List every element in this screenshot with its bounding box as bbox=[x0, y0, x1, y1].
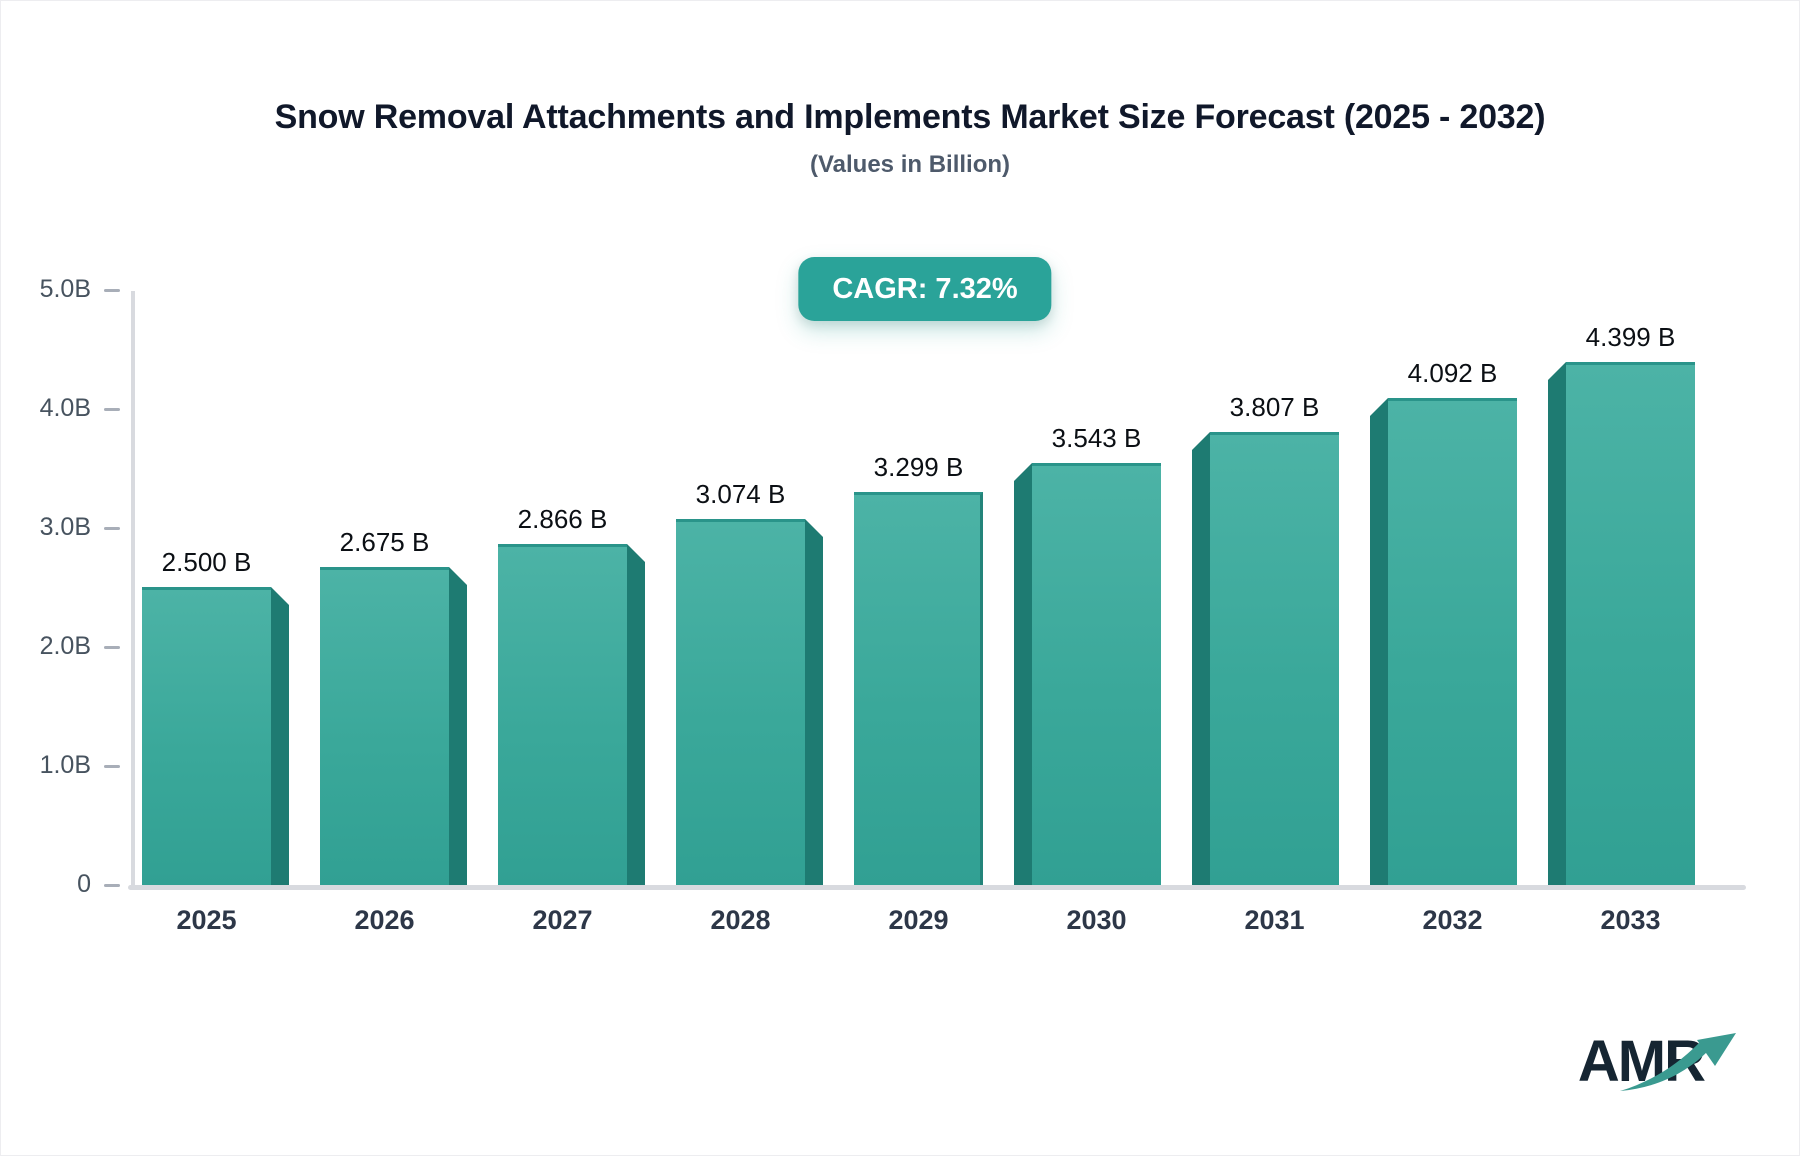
x-axis-label: 2028 bbox=[710, 905, 771, 935]
x-axis-label: 2027 bbox=[532, 905, 593, 935]
x-axis-label: 2032 bbox=[1422, 905, 1483, 935]
y-axis-tick bbox=[104, 527, 120, 530]
bar-face bbox=[854, 492, 983, 885]
y-axis-label: 1.0B bbox=[39, 751, 91, 779]
bar-2029: 3.299 B 2029 bbox=[854, 452, 983, 935]
bar-value-label: 2.866 B bbox=[517, 504, 608, 534]
bar-side-shade bbox=[1370, 398, 1388, 885]
bar-face bbox=[320, 567, 449, 885]
bar-value-label: 4.399 B bbox=[1585, 322, 1676, 352]
x-axis-label: 2031 bbox=[1244, 905, 1305, 935]
x-axis-label: 2029 bbox=[888, 905, 949, 935]
bar-side-shade bbox=[449, 567, 467, 885]
bar-face bbox=[1032, 463, 1161, 885]
x-axis-line bbox=[128, 885, 1746, 890]
y-axis-label: 2.0B bbox=[39, 632, 91, 660]
x-axis-label: 2025 bbox=[176, 905, 237, 935]
bar-face bbox=[1566, 362, 1695, 885]
x-axis-label: 2026 bbox=[354, 905, 415, 935]
y-axis-tick bbox=[104, 884, 120, 887]
x-axis-label: 2030 bbox=[1066, 905, 1127, 935]
y-axis-label: 4.0B bbox=[39, 394, 91, 422]
growth-arrow-icon bbox=[1620, 1033, 1736, 1091]
y-axis-label: 0 bbox=[77, 870, 91, 898]
x-axis-label: 2033 bbox=[1600, 905, 1661, 935]
bar-value-label: 2.675 B bbox=[339, 527, 430, 557]
y-axis-line bbox=[131, 291, 135, 886]
cagr-badge: CAGR: 7.32% bbox=[798, 257, 1052, 321]
page-title: Snow Removal Attachments and Implements … bbox=[274, 98, 1546, 136]
bar-2030: 3.543 B 2030 bbox=[1014, 423, 1161, 935]
y-axis-tick bbox=[104, 408, 120, 411]
y-axis-tick bbox=[104, 289, 120, 292]
bar-value-label: 3.299 B bbox=[873, 452, 964, 482]
bar-face bbox=[1210, 432, 1339, 885]
bar-2033: 4.399 B 2033 bbox=[1548, 322, 1695, 935]
amr-logo: AMR bbox=[1578, 1027, 1736, 1097]
bar-face bbox=[676, 519, 805, 885]
bar-2027: 2.866 B 2027 bbox=[498, 504, 645, 935]
bar-value-label: 3.807 B bbox=[1229, 392, 1320, 422]
bar-value-label: 3.543 B bbox=[1051, 423, 1142, 453]
bar-2026: 2.675 B 2026 bbox=[320, 527, 467, 935]
bar-value-label: 3.074 B bbox=[695, 479, 786, 509]
bar-2028: 3.074 B 2028 bbox=[676, 479, 823, 935]
y-axis-label: 5.0B bbox=[39, 275, 91, 303]
bar-side-shade bbox=[1014, 463, 1032, 885]
bar-value-label: 2.500 B bbox=[161, 547, 252, 577]
bar-side-shade bbox=[1192, 432, 1210, 885]
bar-2032: 4.092 B 2032 bbox=[1370, 358, 1517, 935]
bar-value-label: 4.092 B bbox=[1407, 358, 1498, 388]
bar-face bbox=[498, 544, 627, 885]
y-axis-tick bbox=[104, 646, 120, 649]
bar-face bbox=[142, 587, 271, 885]
bar-side-shade bbox=[805, 519, 823, 885]
bar-side-shade bbox=[271, 587, 289, 885]
y-axis-tick bbox=[104, 765, 120, 768]
bar-2025: 2.500 B 2025 bbox=[142, 547, 289, 935]
bar-face bbox=[1388, 398, 1517, 885]
bar-2031: 3.807 B 2031 bbox=[1192, 392, 1339, 935]
bar-side-shade bbox=[1548, 362, 1566, 885]
chart-subtitle: (Values in Billion) bbox=[809, 151, 1011, 178]
bar-side-shade bbox=[627, 544, 645, 885]
y-axis-label: 3.0B bbox=[39, 513, 91, 541]
